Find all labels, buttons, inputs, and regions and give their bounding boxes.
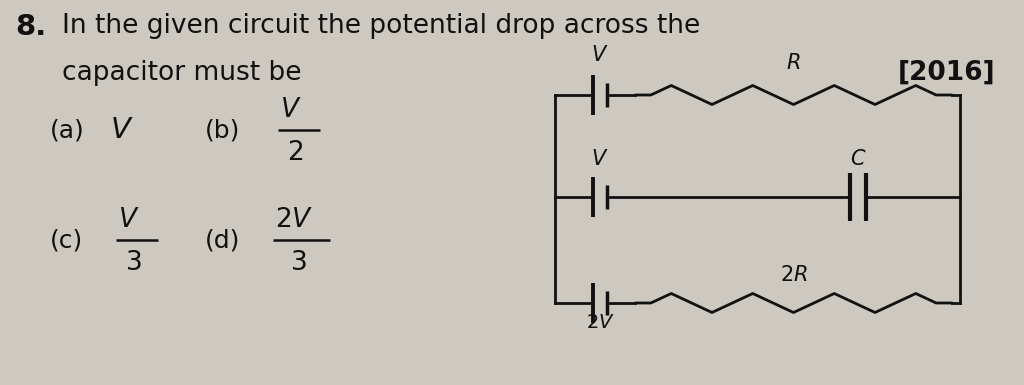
Text: $V$: $V$ bbox=[280, 97, 302, 123]
Text: $C$: $C$ bbox=[850, 149, 866, 169]
Text: $3$: $3$ bbox=[290, 250, 306, 276]
Text: (c): (c) bbox=[50, 228, 83, 252]
Text: capacitor must be: capacitor must be bbox=[62, 60, 301, 86]
Text: (b): (b) bbox=[205, 118, 241, 142]
Text: $3$: $3$ bbox=[125, 250, 141, 276]
Text: $V$: $V$ bbox=[110, 116, 133, 144]
Text: [2016]: [2016] bbox=[897, 60, 995, 86]
Text: In the given circuit the potential drop across the: In the given circuit the potential drop … bbox=[62, 13, 700, 39]
Text: (d): (d) bbox=[205, 228, 241, 252]
Text: $V$: $V$ bbox=[591, 149, 608, 169]
Text: $V$: $V$ bbox=[118, 207, 139, 233]
Text: (a): (a) bbox=[50, 118, 85, 142]
Text: $2V$: $2V$ bbox=[586, 313, 614, 332]
Text: 8.: 8. bbox=[15, 13, 46, 41]
Text: $2R$: $2R$ bbox=[779, 265, 807, 285]
Text: $2$: $2$ bbox=[287, 140, 303, 166]
Text: $R$: $R$ bbox=[786, 53, 801, 73]
Text: $V$: $V$ bbox=[591, 45, 608, 65]
Text: $2V$: $2V$ bbox=[275, 207, 313, 233]
